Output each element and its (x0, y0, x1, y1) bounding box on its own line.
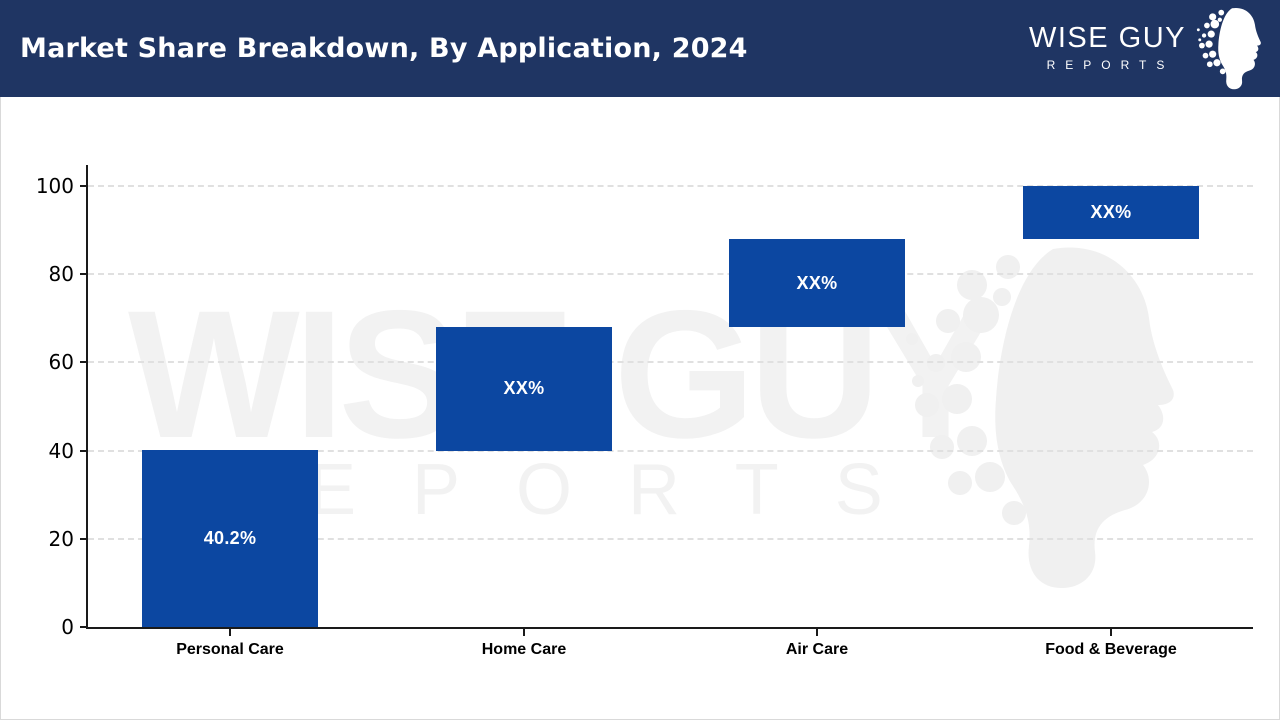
x-tick-personal-care (229, 629, 231, 636)
category-label-home-care: Home Care (481, 641, 567, 658)
bar-personal-care: 40.2% (142, 449, 318, 627)
logo-head-profile-icon (1196, 7, 1261, 90)
y-axis-line (86, 165, 88, 629)
wise-guy-reports-logo: WISE GUY REPORTS (1029, 4, 1264, 90)
header-bar: Market Share Breakdown, By Application, … (0, 0, 1280, 97)
x-tick-food-beverage (1110, 629, 1112, 636)
category-label-air-care: Air Care (785, 641, 849, 658)
logo-subtitle: REPORTS (1046, 58, 1175, 72)
gridline-100 (88, 185, 1253, 187)
bar-value-label-air-care: XX% (796, 272, 838, 293)
gridline-20 (88, 537, 1253, 540)
x-tick-air-care (816, 629, 818, 636)
y-tick-label-100: 100 (35, 174, 74, 198)
y-tick-100 (80, 185, 88, 187)
category-label-food-beverage: Food & Beverage (1045, 641, 1177, 658)
gridline-60 (88, 361, 1253, 364)
chart-title: Market Share Breakdown, By Application, … (20, 33, 748, 64)
logo-text: WISE GUY REPORTS (1029, 22, 1186, 72)
y-tick-label-0: 0 (61, 615, 74, 639)
logo-wordmark: WISE GUY (1028, 22, 1186, 54)
y-tick-60 (80, 361, 88, 364)
y-tick-80 (80, 273, 88, 276)
gridline-40 (88, 449, 1253, 452)
bar-value-label-food-beverage: XX% (1090, 201, 1132, 222)
watermark-head-profile-icon (906, 247, 1174, 588)
bar-value-label-personal-care: 40.2% (203, 527, 257, 548)
chart-plot-area: WISE GUY REPORTS 0 20 40 60 80 100 40.2% Person… (0, 97, 1280, 720)
y-tick-20 (80, 537, 88, 540)
y-tick-label-40: 40 (48, 438, 74, 463)
y-tick-label-20: 20 (48, 526, 74, 551)
x-tick-home-care (523, 629, 525, 636)
bar-air-care: XX% (729, 238, 905, 328)
bar-value-label-home-care: XX% (503, 378, 545, 399)
x-axis-line (86, 627, 1253, 629)
y-tick-40 (80, 449, 88, 452)
y-tick-label-60: 60 (48, 350, 74, 375)
y-tick-0 (80, 626, 88, 628)
category-label-personal-care: Personal Care (176, 641, 284, 658)
bar-food-beverage: XX% (1023, 186, 1199, 239)
y-tick-label-80: 80 (48, 262, 74, 287)
gridline-80 (88, 273, 1253, 276)
bar-home-care: XX% (436, 327, 612, 451)
